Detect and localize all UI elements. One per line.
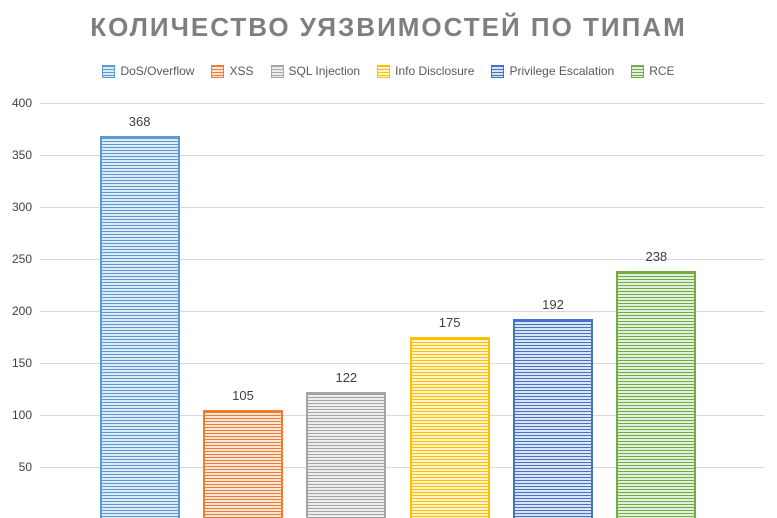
gridline	[40, 415, 764, 416]
legend-item: Info Disclosure	[377, 64, 474, 78]
legend-label: RCE	[649, 64, 675, 78]
gridline	[40, 363, 764, 364]
bar-info-disclosure	[409, 337, 490, 518]
y-axis-tick-label: 250	[11, 252, 32, 266]
bar-rce	[616, 271, 697, 518]
gridline	[40, 207, 764, 208]
legend-item: Privilege Escalation	[491, 64, 614, 78]
bar-value-label: 368	[128, 114, 151, 130]
y-axis-tick-label: 400	[11, 96, 32, 110]
y-axis-tick-label: 150	[11, 356, 32, 370]
legend-item: SQL Injection	[270, 64, 361, 78]
bar-privilege-escalation	[513, 319, 593, 518]
legend-item: XSS	[211, 64, 254, 78]
y-axis-tick-label: 50	[18, 460, 32, 474]
chart-legend: DoS/Overflow XSS SQL Injection Info Disclos…	[0, 64, 777, 78]
legend-swatch-icon	[491, 64, 505, 78]
legend-swatch-icon	[102, 64, 116, 78]
bar-value-label: 122	[335, 370, 358, 386]
y-axis-tick-label: 300	[11, 200, 32, 214]
bar-value-label: 105	[232, 387, 254, 403]
y-axis-tick-label: 200	[11, 304, 32, 318]
chart-title: КОЛИЧЕСТВО УЯЗВИМОСТЕЙ ПО ТИПАМ	[90, 12, 687, 42]
bar-value-label: 192	[542, 297, 564, 313]
legend-label: SQL Injection	[288, 64, 361, 78]
bar-dos-overflow	[99, 136, 180, 518]
gridline	[40, 311, 764, 312]
bar-value-label: 175	[438, 315, 461, 330]
legend-item: RCE	[631, 64, 675, 78]
legend-swatch-icon	[211, 64, 225, 78]
legend-swatch-icon	[377, 64, 391, 78]
gridline	[40, 467, 764, 468]
gridline	[40, 155, 764, 156]
bar-sql-injection	[306, 392, 387, 518]
legend-item: DoS/Overflow	[102, 64, 194, 78]
bar-xss	[203, 409, 283, 518]
y-axis-tick-label: 350	[11, 148, 32, 162]
y-axis-tick-label: 100	[11, 408, 32, 422]
legend-swatch-icon	[631, 64, 645, 78]
legend-label: Info Disclosure	[395, 64, 475, 78]
bar-value-label: 238	[645, 249, 668, 265]
legend-label: Privilege Escalation	[509, 64, 615, 78]
legend-label: DoS/Overflow	[120, 64, 195, 78]
legend-swatch-icon	[270, 64, 284, 78]
gridline	[40, 103, 764, 104]
gridline	[40, 259, 764, 260]
legend-label: XSS	[229, 64, 254, 78]
